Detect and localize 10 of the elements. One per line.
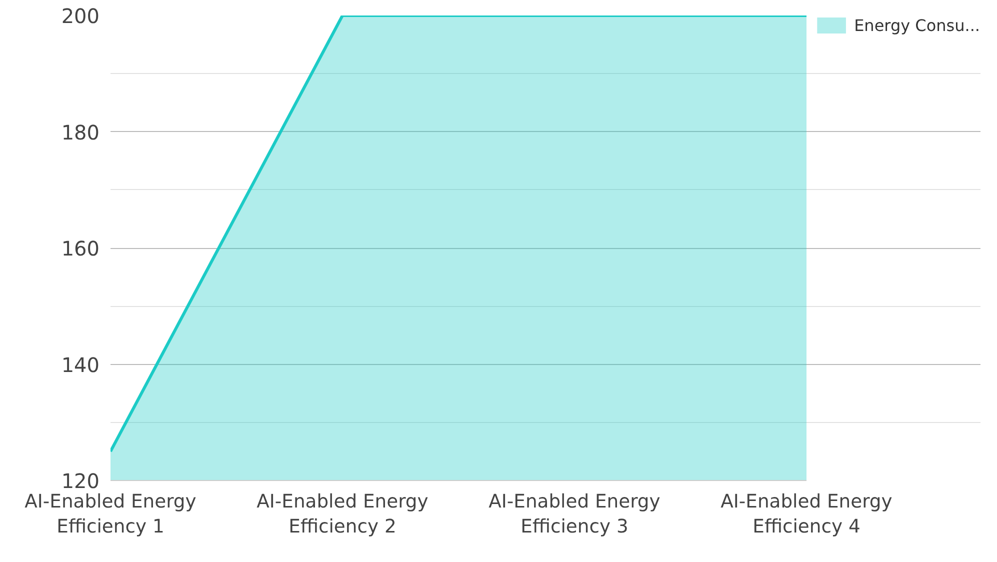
y-tick-label: 120 [61,469,100,493]
y-tick-label: 160 [61,236,100,260]
y-tick-label: 180 [61,120,100,144]
legend-label: Energy Consu... [854,16,980,34]
x-tick-label: AI-Enabled Energy Efficiency 3 [488,492,660,538]
y-tick-label: 200 [61,4,100,28]
x-tick-label: AI-Enabled Energy Efficiency 2 [256,492,428,538]
x-tick-label: AI-Enabled Energy Efficiency 1 [24,492,196,538]
x-tick-label: AI-Enabled Energy Efficiency 4 [720,492,892,538]
y-tick-label: 140 [61,352,100,377]
